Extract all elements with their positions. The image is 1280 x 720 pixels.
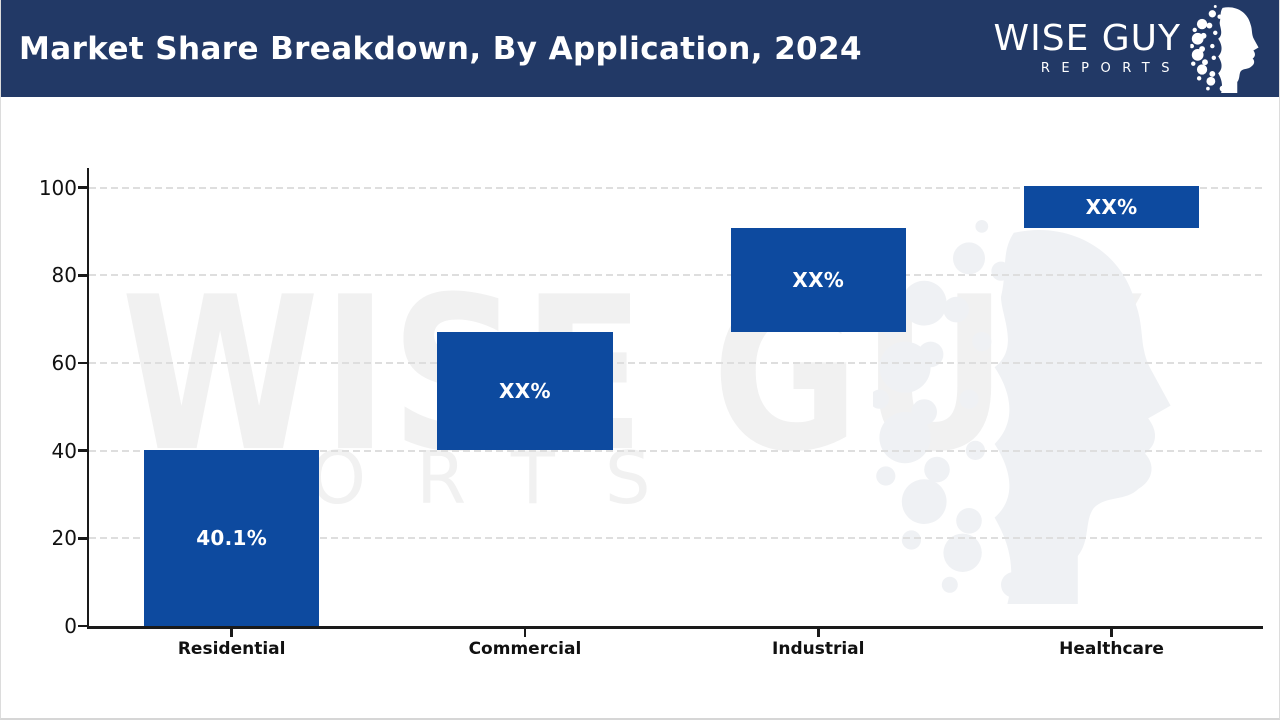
x-tick-residential — [230, 629, 233, 637]
y-tick-label-0: 0 — [64, 614, 77, 638]
gridline-20 — [89, 537, 1263, 540]
bar-value-label: 40.1% — [196, 526, 268, 551]
y-tick-label-40: 40 — [51, 438, 77, 463]
gridline-60 — [89, 362, 1263, 365]
gridline-80 — [89, 274, 1263, 277]
bar-residential: 40.1% — [143, 450, 320, 626]
gridline-100 — [89, 186, 1263, 189]
category-label-commercial: Commercial — [468, 639, 582, 659]
y-tick-80 — [78, 274, 87, 277]
chart-title: Market Share Breakdown, By Application, … — [19, 31, 862, 67]
logo-subtext: REPORTS — [1040, 61, 1181, 76]
bar-healthcare: XX% — [1023, 185, 1200, 228]
y-tick-60 — [78, 361, 87, 365]
x-tick-healthcare — [1110, 629, 1113, 637]
category-label-residential: Residential — [177, 639, 286, 659]
y-tick-label-100: 100 — [38, 175, 77, 200]
x-tick-commercial — [523, 629, 527, 637]
bar-commercial: XX% — [437, 332, 613, 451]
y-axis-line — [86, 168, 89, 629]
x-tick-industrial — [817, 629, 820, 637]
y-tick-label-80: 80 — [51, 263, 77, 288]
brand-logo: WISE GUY REPORTS — [973, 0, 1273, 97]
logo-wordmark: WISE GUY — [993, 18, 1181, 59]
x-axis-line — [86, 626, 1263, 629]
y-tick-0 — [78, 624, 87, 628]
y-tick-100 — [78, 186, 87, 189]
category-label-industrial: Industrial — [772, 639, 865, 659]
bar-value-label: XX% — [792, 267, 845, 292]
logo-head-icon — [1187, 5, 1267, 93]
header-banner: Market Share Breakdown, By Application, … — [1, 0, 1279, 97]
y-tick-40 — [78, 449, 87, 452]
category-label-healthcare: Healthcare — [1059, 639, 1164, 659]
y-tick-label-20: 20 — [51, 526, 77, 551]
bar-value-label: XX% — [499, 379, 551, 404]
bar-value-label: XX% — [1085, 194, 1138, 219]
y-tick-20 — [78, 537, 87, 540]
gridline-40 — [89, 449, 1263, 452]
y-tick-label-60: 60 — [51, 351, 77, 376]
logo-text: WISE GUY REPORTS — [993, 18, 1182, 77]
bar-industrial: XX% — [730, 227, 906, 333]
